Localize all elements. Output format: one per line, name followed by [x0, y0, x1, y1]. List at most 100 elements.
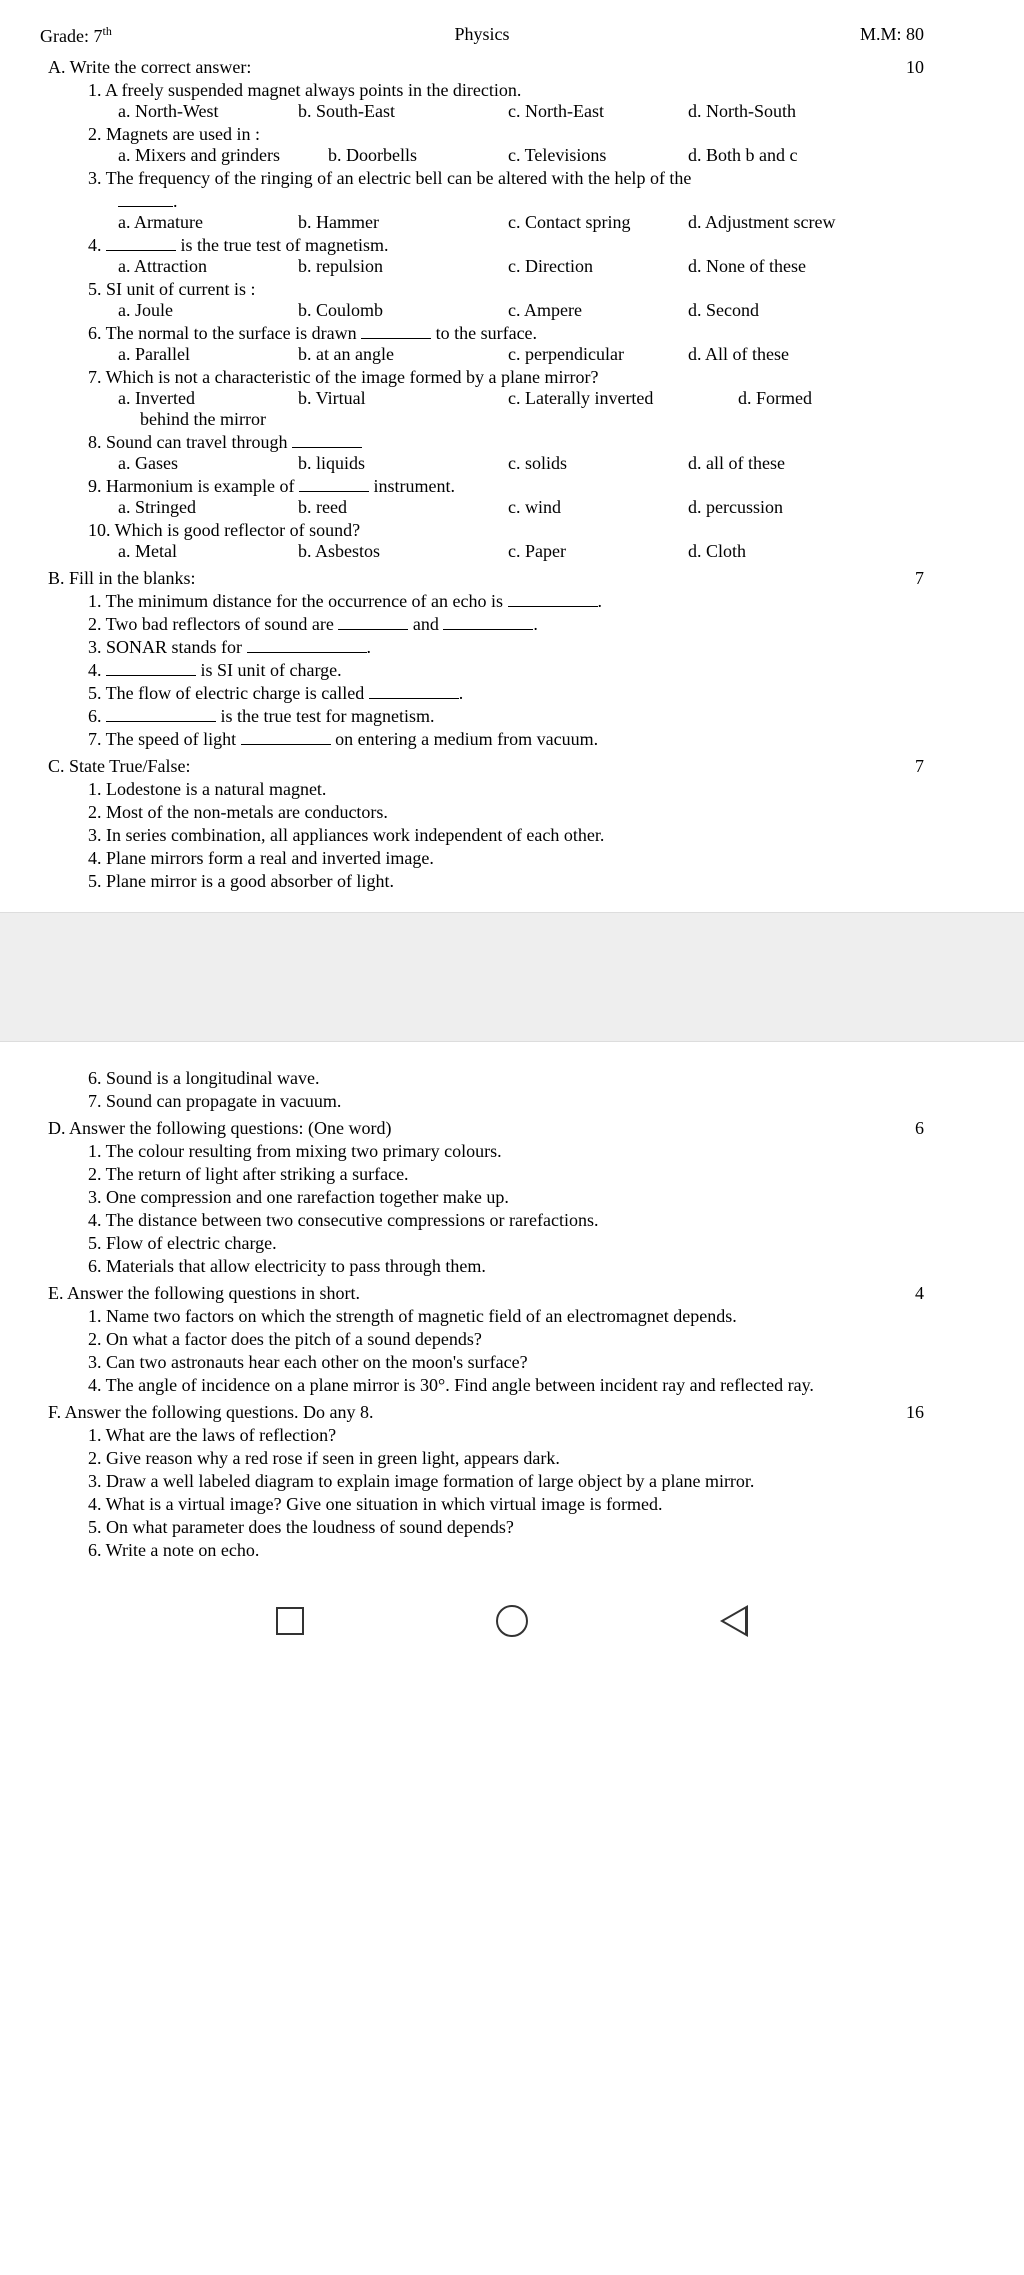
section-c-title: C. State True/False: — [48, 756, 191, 777]
grade-label: Grade: 7th — [40, 24, 335, 47]
a-q7-c: c. Laterally inverted — [508, 388, 738, 409]
a-q6-d: d. All of these — [688, 344, 789, 365]
a-q9-suf: instrument. — [369, 476, 455, 496]
d-q1: 1. The colour resulting from mixing two … — [88, 1141, 984, 1162]
a-q1-a: a. North-West — [118, 101, 298, 122]
e-q1: 1. Name two factors on which the strengt… — [88, 1306, 984, 1327]
a-q1-c: c. North-East — [508, 101, 688, 122]
a-q10-a: a. Metal — [118, 541, 298, 562]
subject-label: Physics — [335, 24, 630, 47]
grade-sup: th — [102, 24, 111, 38]
b-q2-pre: 2. Two bad reflectors of sound are — [88, 614, 338, 634]
a-q5-c: c. Ampere — [508, 300, 688, 321]
a-q3-b: b. Hammer — [298, 212, 508, 233]
a-q1: 1. A freely suspended magnet always poin… — [88, 80, 984, 101]
c-q4: 4. Plane mirrors form a real and inverte… — [88, 848, 984, 869]
section-d-header: D. Answer the following questions: (One … — [40, 1118, 984, 1139]
a-q9-a: a. Stringed — [118, 497, 298, 518]
f-q3: 3. Draw a well labeled diagram to explai… — [88, 1471, 984, 1492]
a-q1-d: d. North-South — [688, 101, 796, 122]
a-q6-a: a. Parallel — [118, 344, 298, 365]
a-q4-a: a. Attraction — [118, 256, 298, 277]
section-e-title: E. Answer the following questions in sho… — [48, 1283, 360, 1304]
f-q5: 5. On what parameter does the loudness o… — [88, 1517, 984, 1538]
a-q2-b: b. Doorbells — [328, 145, 508, 166]
section-a-header: A. Write the correct answer: 10 — [40, 57, 984, 78]
a-q4-d: d. None of these — [688, 256, 806, 277]
back-icon[interactable] — [720, 1605, 748, 1637]
c-q6: 6. Sound is a longitudinal wave. — [88, 1068, 984, 1089]
d-q2: 2. The return of light after striking a … — [88, 1164, 984, 1185]
b-q6-pre: 6. — [88, 706, 106, 726]
a-q3-a: a. Armature — [118, 212, 298, 233]
a-q5-b: b. Coulomb — [298, 300, 508, 321]
section-f-title: F. Answer the following questions. Do an… — [48, 1402, 374, 1423]
section-e-header: E. Answer the following questions in sho… — [40, 1283, 984, 1304]
section-a-marks: 10 — [906, 57, 984, 78]
a-q4-b: b. repulsion — [298, 256, 508, 277]
b-q2: 2. Two bad reflectors of sound are and . — [88, 614, 984, 635]
d-q4: 4. The distance between two consecutive … — [88, 1210, 984, 1231]
b-q4-suf: is SI unit of charge. — [196, 660, 342, 680]
a-q8-pre: 8. Sound can travel through — [88, 432, 292, 452]
home-icon[interactable] — [496, 1605, 528, 1637]
c-q1: 1. Lodestone is a natural magnet. — [88, 779, 984, 800]
b-q6: 6. is the true test for magnetism. — [88, 706, 984, 727]
section-e-marks: 4 — [915, 1283, 984, 1304]
e-q2: 2. On what a factor does the pitch of a … — [88, 1329, 984, 1350]
section-f-header: F. Answer the following questions. Do an… — [40, 1402, 984, 1423]
d-q6: 6. Materials that allow electricity to p… — [88, 1256, 984, 1277]
recent-apps-icon[interactable] — [276, 1607, 304, 1635]
a-q4: 4. is the true test of magnetism. — [88, 235, 984, 256]
a-q10: 10. Which is good reflector of sound? — [88, 520, 984, 541]
a-q10-opts: a. Metal b. Asbestos c. Paper d. Cloth — [118, 541, 984, 562]
a-q6: 6. The normal to the surface is drawn to… — [88, 323, 984, 344]
a-q9: 9. Harmonium is example of instrument. — [88, 476, 984, 497]
b-q1: 1. The minimum distance for the occurren… — [88, 591, 984, 612]
e-q3: 3. Can two astronauts hear each other on… — [88, 1352, 984, 1373]
page-break — [0, 912, 1024, 1042]
b-q6-suf: is the true test for magnetism. — [216, 706, 434, 726]
a-q10-d: d. Cloth — [688, 541, 746, 562]
section-d-title: D. Answer the following questions: (One … — [48, 1118, 391, 1139]
c-q2: 2. Most of the non-metals are conductors… — [88, 802, 984, 823]
a-q6-opts: a. Parallel b. at an angle c. perpendicu… — [118, 344, 984, 365]
section-c-header: C. State True/False: 7 — [40, 756, 984, 777]
f-q2: 2. Give reason why a red rose if seen in… — [88, 1448, 984, 1469]
d-q3: 3. One compression and one rarefaction t… — [88, 1187, 984, 1208]
b-q5-pre: 5. The flow of electric charge is called — [88, 683, 369, 703]
a-q3: 3. The frequency of the ringing of an el… — [88, 168, 984, 189]
a-q2: 2. Magnets are used in : — [88, 124, 984, 145]
a-q8-d: d. all of these — [688, 453, 785, 474]
a-q8-b: b. liquids — [298, 453, 508, 474]
a-q3-d: d. Adjustment screw — [688, 212, 835, 233]
a-q9-opts: a. Stringed b. reed c. wind d. percussio… — [118, 497, 984, 518]
a-q3-c: c. Contact spring — [508, 212, 688, 233]
section-f-marks: 16 — [906, 1402, 984, 1423]
a-q7-d: d. Formed — [738, 388, 812, 409]
a-q10-b: b. Asbestos — [298, 541, 508, 562]
a-q3-blank: . — [118, 191, 984, 212]
section-b-title: B. Fill in the blanks: — [48, 568, 196, 589]
a-q6-pre: 6. The normal to the surface is drawn — [88, 323, 361, 343]
a-q1-b: b. South-East — [298, 101, 508, 122]
b-q3-pre: 3. SONAR stands for — [88, 637, 247, 657]
a-q9-c: c. wind — [508, 497, 688, 518]
a-q4-suf: is the true test of magnetism. — [176, 235, 388, 255]
c-q7: 7. Sound can propagate in vacuum. — [88, 1091, 984, 1112]
e-q4: 4. The angle of incidence on a plane mir… — [88, 1375, 984, 1396]
a-q6-b: b. at an angle — [298, 344, 508, 365]
a-q7-opts: a. Inverted b. Virtual c. Laterally inve… — [118, 388, 984, 409]
a-q7-a: a. Inverted — [118, 388, 298, 409]
a-q7-b: b. Virtual — [298, 388, 508, 409]
b-q2-mid: and — [408, 614, 443, 634]
b-q5-suf: . — [459, 683, 464, 703]
a-q1-opts: a. North-West b. South-East c. North-Eas… — [118, 101, 984, 122]
section-c-marks: 7 — [915, 756, 984, 777]
a-q3-opts: a. Armature b. Hammer c. Contact spring … — [118, 212, 984, 233]
b-q3: 3. SONAR stands for . — [88, 637, 984, 658]
android-nav-bar — [0, 1581, 1024, 1661]
a-q2-c: c. Televisions — [508, 145, 688, 166]
a-q8-a: a. Gases — [118, 453, 298, 474]
a-q9-pre: 9. Harmonium is example of — [88, 476, 299, 496]
